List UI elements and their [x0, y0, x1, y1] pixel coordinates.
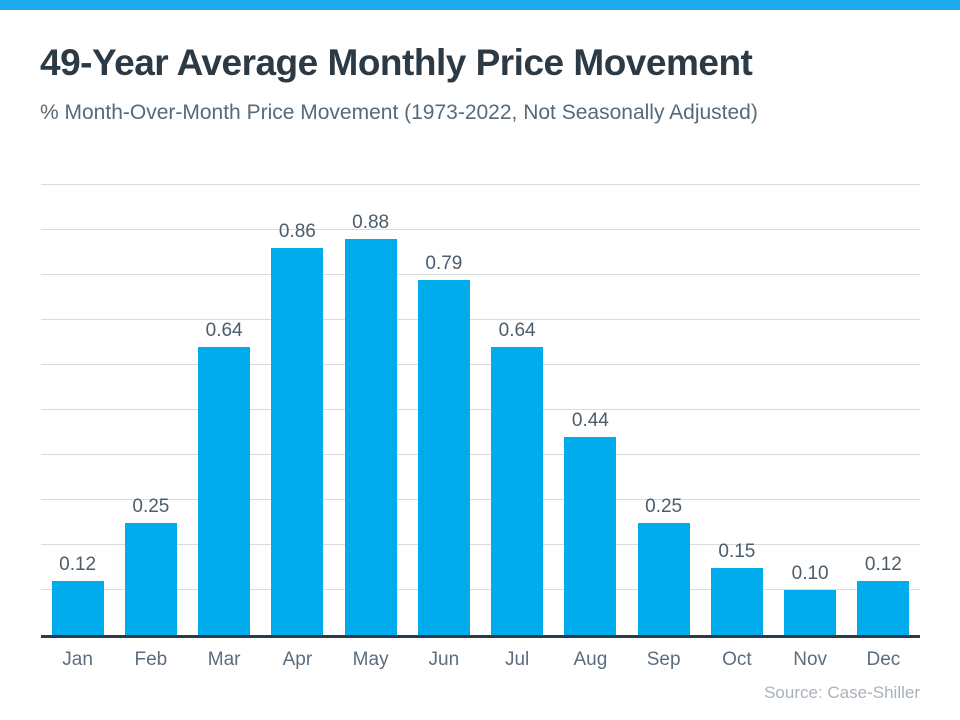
bar-value-label: 0.64 — [498, 320, 536, 342]
bar-value-label: 0.88 — [352, 212, 390, 234]
bar-column-aug: 0.44 — [554, 185, 627, 635]
x-axis-label-jul: Jul — [504, 649, 530, 670]
chart-title: 49-Year Average Monthly Price Movement — [40, 42, 753, 83]
x-axis-label-jan: Jan — [62, 649, 93, 670]
bar-value-label: 0.25 — [645, 495, 683, 517]
bar-column-jul: 0.64 — [481, 185, 554, 635]
bar-may — [344, 239, 397, 635]
bar-value-label: 0.64 — [205, 320, 243, 342]
gridline — [41, 184, 920, 185]
bar-chart-plot-area: 0.12 0.25 0.64 0.86 0.88 0.79 0.64 0.44 0.25 0.15… — [41, 184, 920, 638]
gridline — [41, 364, 920, 365]
bar-column-dec: 0.12 — [847, 185, 920, 635]
x-axis-labels-row: Jan Feb Mar Apr May Jun Jul Aug Sep Oct Nov Dec — [41, 649, 920, 671]
gridline — [41, 319, 920, 320]
bar-column-oct: 0.15 — [700, 185, 773, 635]
bar-value-label: 0.25 — [132, 495, 170, 517]
gridline — [41, 454, 920, 455]
bar-value-label: 0.12 — [864, 554, 902, 576]
bar-dec — [857, 581, 910, 635]
gridline — [41, 589, 920, 590]
bar-value-label: 0.10 — [791, 563, 829, 585]
x-axis-label-dec: Dec — [866, 649, 901, 670]
source-caption: Source: Case-Shiller — [764, 683, 920, 702]
x-axis-label-jun: Jun — [428, 649, 460, 670]
x-axis-label-sep: Sep — [646, 649, 681, 670]
bar-column-sep: 0.25 — [627, 185, 700, 635]
gridline — [41, 409, 920, 410]
bar-jun — [417, 279, 470, 635]
bar-column-feb: 0.25 — [114, 185, 187, 635]
gridline — [41, 544, 920, 545]
bar-jan — [51, 581, 104, 635]
bar-feb — [124, 522, 177, 635]
bar-value-label: 0.15 — [718, 540, 756, 562]
gridline — [41, 274, 920, 275]
x-axis-label-feb: Feb — [134, 649, 168, 670]
bar-column-may: 0.88 — [334, 185, 407, 635]
bar-value-label: 0.86 — [278, 221, 316, 243]
bar-column-mar: 0.64 — [188, 185, 261, 635]
bar-aug — [564, 437, 617, 635]
bar-column-nov: 0.10 — [774, 185, 847, 635]
x-axis-label-nov: Nov — [793, 649, 828, 670]
x-axis-label-may: May — [352, 649, 389, 670]
x-axis-label-mar: Mar — [207, 649, 241, 670]
bar-column-jun: 0.79 — [407, 185, 480, 635]
bar-apr — [271, 248, 324, 635]
x-axis-label-oct: Oct — [722, 649, 752, 670]
bar-nov — [784, 590, 837, 635]
bar-sep — [637, 522, 690, 635]
x-axis-label-aug: Aug — [573, 649, 608, 670]
chart-subtitle: % Month-Over-Month Price Movement (1973-… — [40, 101, 758, 124]
bar-jul — [491, 347, 544, 635]
bar-column-apr: 0.86 — [261, 185, 334, 635]
bar-value-label: 0.12 — [59, 554, 97, 576]
gridline — [41, 229, 920, 230]
bar-mar — [198, 347, 251, 635]
bar-column-jan: 0.12 — [41, 185, 114, 635]
bar-oct — [710, 567, 763, 635]
bar-value-label: 0.44 — [571, 410, 609, 432]
bar-value-label: 0.79 — [425, 252, 463, 274]
x-axis-label-apr: Apr — [282, 649, 313, 670]
gridline — [41, 499, 920, 500]
top-accent-bar — [0, 0, 960, 10]
